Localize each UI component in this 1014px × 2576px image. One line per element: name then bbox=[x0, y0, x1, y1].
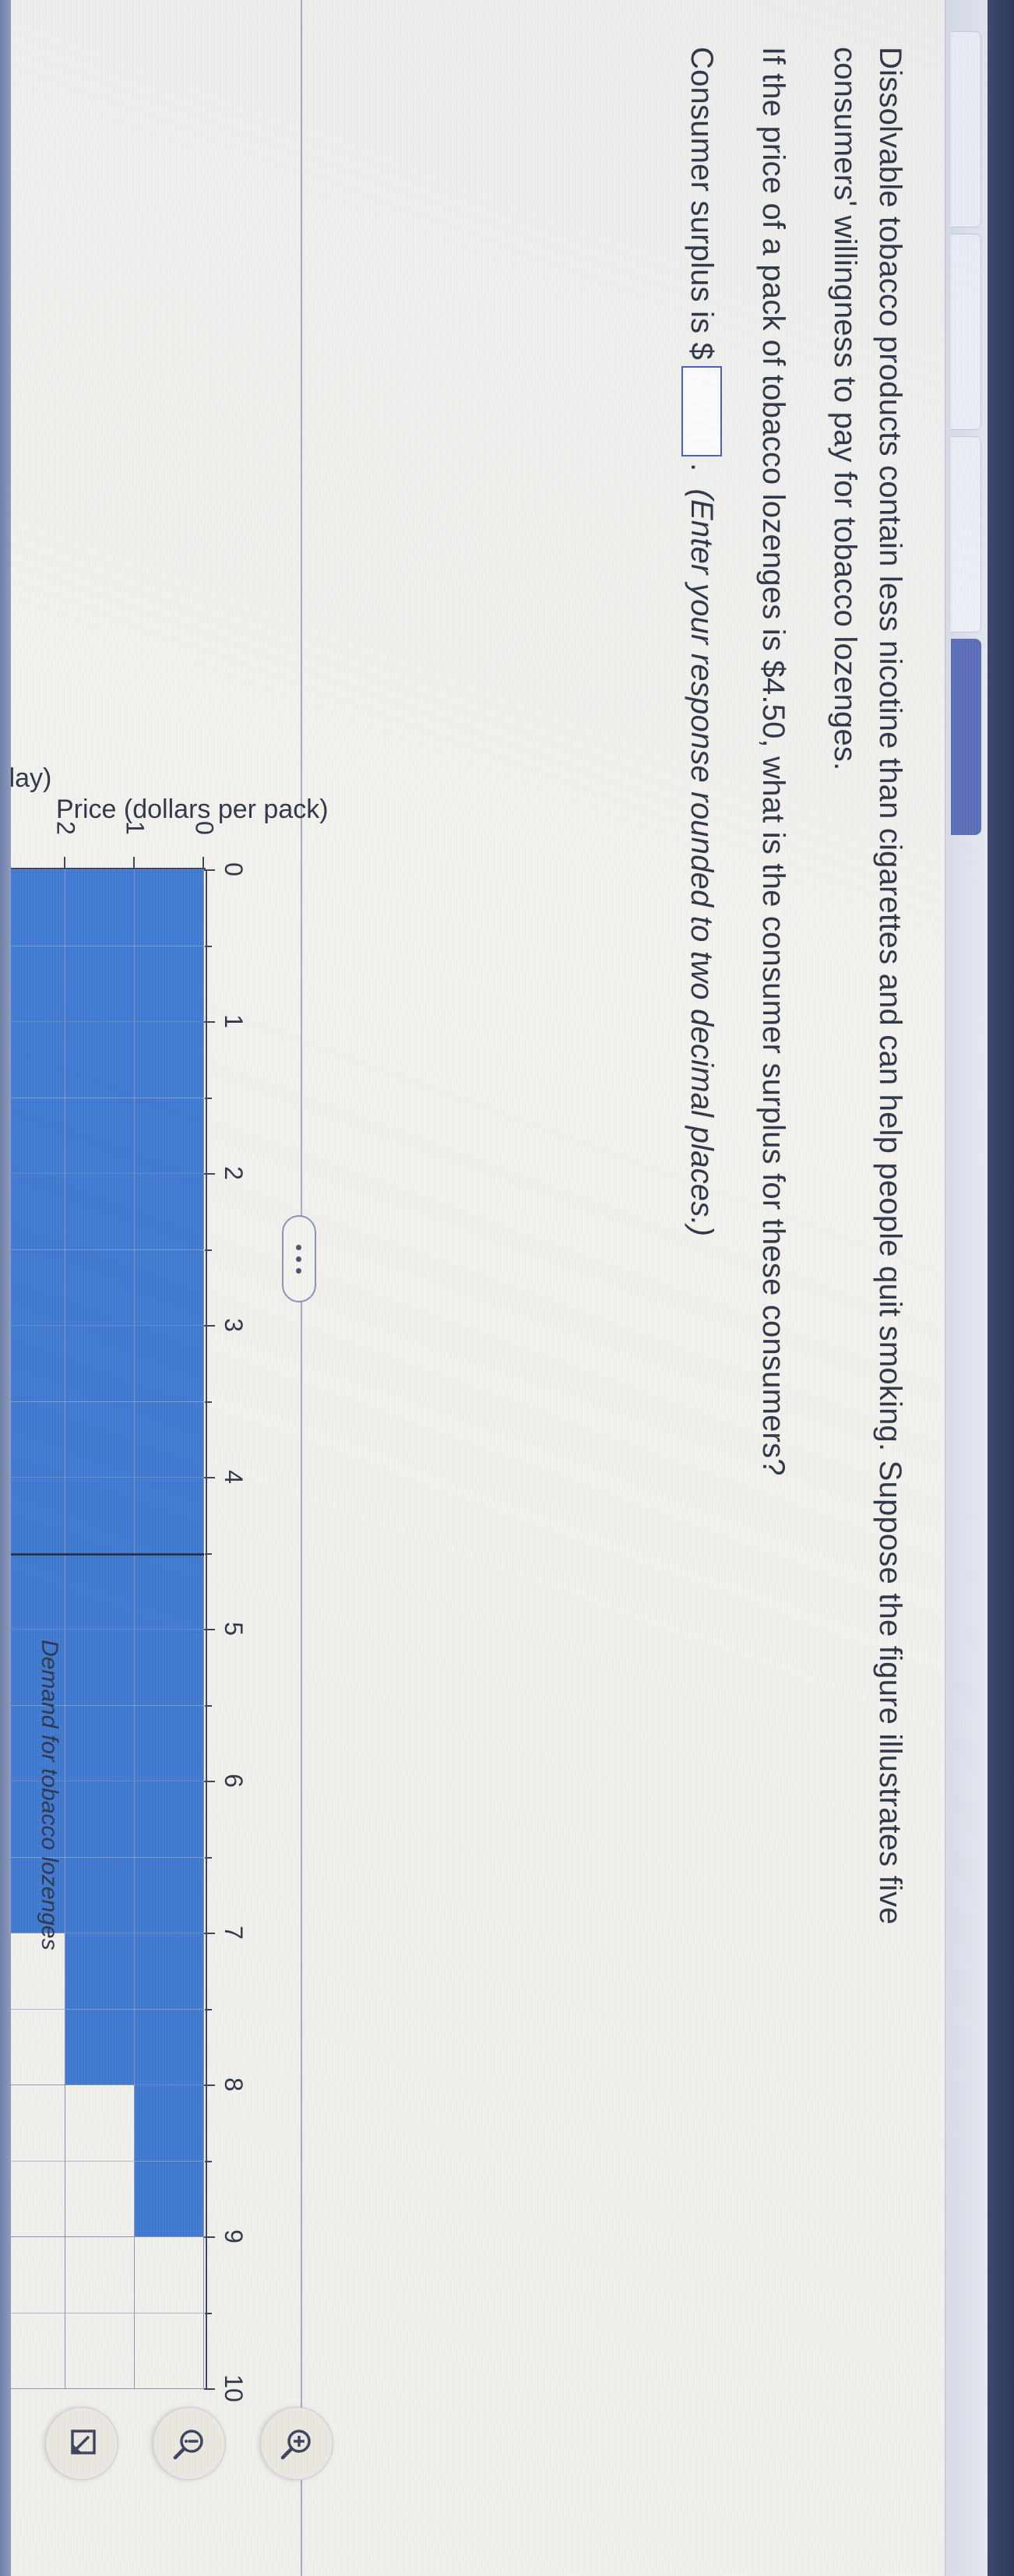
price-tick-minor bbox=[205, 2312, 212, 2314]
quantity-tick-label: 0 bbox=[190, 821, 219, 835]
popup-expand-icon bbox=[71, 2430, 96, 2454]
screen-content: Dissolvable tobacco products contain les… bbox=[11, 0, 988, 2576]
quantity-gridline-overlay bbox=[134, 869, 136, 2388]
price-gridline-overlay bbox=[11, 1021, 204, 1022]
price-gridline-overlay bbox=[11, 1249, 204, 1250]
answer-suffix-label: . bbox=[685, 463, 719, 472]
browser-tab-1[interactable] bbox=[951, 31, 981, 227]
price-tick bbox=[204, 1933, 215, 1934]
price-tick bbox=[204, 1477, 215, 1478]
browser-tab-active[interactable] bbox=[951, 639, 981, 835]
price-gridline-overlay bbox=[11, 1477, 204, 1478]
price-gridline-overlay bbox=[11, 2008, 204, 2010]
price-tick-label: 9 bbox=[220, 2229, 248, 2243]
price-tick-label: 2 bbox=[220, 1166, 248, 1180]
chart-plot-area: 012345678910012345Demand for tobacco loz… bbox=[11, 821, 248, 2466]
price-gridline-overlay bbox=[11, 1401, 204, 1402]
answer-hint: (Enter your response rounded to two deci… bbox=[685, 488, 719, 1237]
price-tick bbox=[204, 2388, 215, 2390]
price-tick-label: 0 bbox=[220, 862, 248, 876]
price-tick bbox=[204, 869, 215, 871]
price-tick-label: 6 bbox=[220, 1774, 248, 1788]
price-gridline-overlay bbox=[11, 869, 204, 870]
price-gridline-overlay bbox=[11, 2160, 204, 2162]
quantity-tick bbox=[202, 857, 204, 868]
chart-quantity-axis-label: Quantity (packs per day) bbox=[11, 763, 52, 793]
price-tick bbox=[204, 1629, 215, 1630]
answer-row: Consumer surplus is $ . (Enter your resp… bbox=[679, 47, 724, 2010]
price-tick bbox=[204, 1173, 215, 1175]
quantity-tick bbox=[64, 857, 66, 868]
demand-chart[interactable]: Price (dollars per pack) Quantity (packs… bbox=[11, 763, 329, 2469]
more-options-button[interactable] bbox=[282, 1215, 316, 1302]
monitor-bezel-right bbox=[988, 0, 1014, 2576]
price-tick-minor bbox=[205, 1401, 212, 1403]
dot-1 bbox=[296, 1244, 302, 1250]
price-tick bbox=[204, 1325, 215, 1327]
price-tick bbox=[204, 2084, 215, 2086]
price-tick-minor bbox=[205, 1856, 212, 1859]
price-tick-label: 8 bbox=[220, 2077, 248, 2091]
price-tick bbox=[204, 1021, 215, 1023]
price-tick bbox=[204, 1781, 215, 1782]
quantity-tick-label: 1 bbox=[121, 821, 150, 835]
figure-toolbar bbox=[45, 2407, 333, 2480]
zoom-in-icon-button[interactable] bbox=[260, 2407, 333, 2480]
answer-prefix-label: Consumer surplus is $ bbox=[685, 47, 719, 361]
price-tick-label: 3 bbox=[220, 1318, 248, 1332]
question-paragraph-1: Dissolvable tobacco products contain les… bbox=[828, 47, 907, 1925]
browser-tab-2[interactable] bbox=[951, 234, 981, 430]
zoom-in-icon bbox=[280, 2430, 311, 2460]
popup-expand-icon-button[interactable] bbox=[45, 2407, 118, 2480]
quantity-tick-label: 2 bbox=[51, 821, 80, 835]
price-tick-minor bbox=[205, 1097, 212, 1099]
price-tick-minor bbox=[205, 1704, 212, 1707]
price-tick bbox=[204, 2236, 215, 2238]
monitor-bezel-left bbox=[0, 0, 11, 2576]
price-tick-label: 4 bbox=[220, 1470, 248, 1484]
browser-chrome bbox=[945, 0, 988, 2576]
dot-3 bbox=[296, 1267, 302, 1274]
price-tick-label: 5 bbox=[220, 1622, 248, 1636]
browser-tab-3[interactable] bbox=[951, 436, 981, 633]
price-gridline-overlay bbox=[11, 1629, 204, 1630]
price-gridline-overlay bbox=[11, 1325, 204, 1326]
price-tick-label: 7 bbox=[220, 1926, 248, 1940]
price-tick-label: 10 bbox=[220, 2374, 248, 2402]
price-tick-minor bbox=[205, 2008, 212, 2010]
dot-2 bbox=[296, 1256, 302, 1262]
price-gridline-overlay bbox=[11, 2084, 204, 2085]
price-gridline-overlay bbox=[11, 1173, 204, 1174]
question-panel: Dissolvable tobacco products contain les… bbox=[679, 47, 913, 2010]
price-gridline-overlay bbox=[11, 2236, 204, 2237]
magnifier-info-icon bbox=[173, 2430, 203, 2460]
magnifier-info-icon-button[interactable] bbox=[153, 2407, 226, 2480]
price-tick-minor bbox=[205, 2160, 212, 2162]
price-tick-minor bbox=[205, 1249, 212, 1251]
quantity-tick bbox=[133, 857, 136, 868]
price-tick-minor bbox=[205, 1552, 212, 1555]
market-price-line bbox=[11, 1552, 204, 1556]
consumer-surplus-input[interactable] bbox=[681, 366, 722, 457]
question-paragraph-2: If the price of a pack of tobacco lozeng… bbox=[756, 47, 790, 1476]
price-tick-label: 1 bbox=[220, 1014, 248, 1028]
price-tick-minor bbox=[205, 945, 212, 947]
demand-curve-label: Demand for tobacco lozenges bbox=[36, 1640, 62, 1951]
price-gridline-overlay bbox=[11, 2388, 204, 2389]
